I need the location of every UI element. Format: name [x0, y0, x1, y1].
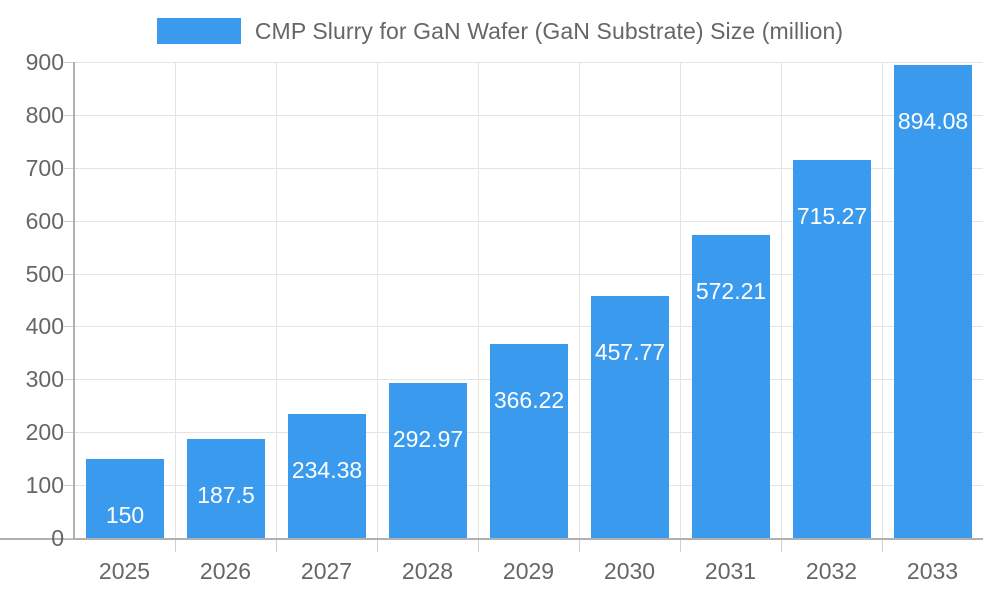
y-axis-line	[73, 62, 75, 539]
y-axis-tick-label: 0	[51, 525, 64, 551]
gridline-horizontal	[74, 62, 983, 63]
y-axis-tick-label: 300	[25, 366, 64, 392]
x-axis-tick-label: 2025	[98, 558, 151, 584]
y-axis-tick-label: 900	[25, 49, 64, 75]
y-axis-tick-label: 600	[25, 208, 64, 234]
x-axis-tick-label: 2029	[502, 558, 555, 584]
x-axis-tick-label: 2030	[603, 558, 656, 584]
y-axis-tick-label: 700	[25, 155, 64, 181]
y-axis-tick-mark	[64, 432, 73, 433]
gridline-vertical	[377, 62, 378, 538]
y-axis-tick-mark	[64, 168, 73, 169]
x-axis-tick-label: 2027	[300, 558, 353, 584]
plot-area: 150 187.5 234.38 292.97 366.22 457.77 572.21 71…	[74, 62, 983, 539]
bar-value-label: 457.77	[594, 339, 666, 365]
bar[interactable]	[490, 344, 568, 538]
y-axis-tick-label: 100	[25, 472, 64, 498]
bar[interactable]	[894, 65, 972, 538]
bar[interactable]	[591, 296, 669, 538]
x-axis-tick-label: 2033	[906, 558, 959, 584]
y-axis-tick-label: 200	[25, 419, 64, 445]
x-axis-tick-mark	[276, 540, 277, 552]
y-axis-tick-mark	[64, 62, 73, 63]
bar[interactable]	[793, 160, 871, 538]
y-axis-tick-label: 800	[25, 102, 64, 128]
bar[interactable]	[187, 439, 265, 538]
y-axis-tick-label: 500	[25, 261, 64, 287]
bar-value-label: 292.97	[392, 426, 464, 452]
chart-legend[interactable]: CMP Slurry for GaN Wafer (GaN Substrate)…	[0, 14, 1000, 48]
x-axis-line	[0, 538, 983, 540]
x-axis-tick-mark	[781, 540, 782, 552]
gridline-vertical	[680, 62, 681, 538]
y-axis-tick-mark	[64, 538, 73, 539]
gridline-horizontal	[74, 221, 983, 222]
legend-color-swatch[interactable]	[156, 18, 241, 44]
legend-label: CMP Slurry for GaN Wafer (GaN Substrate)…	[254, 17, 844, 44]
x-axis-tick-label: 2031	[704, 558, 757, 584]
bar-value-label: 894.08	[897, 108, 969, 134]
x-axis-tick-label: 2026	[199, 558, 252, 584]
bar-value-label: 234.38	[291, 457, 363, 483]
gridline-horizontal	[74, 115, 983, 116]
gridline-vertical	[276, 62, 277, 538]
x-axis-tick-label: 2032	[805, 558, 858, 584]
y-axis-tick-mark	[64, 274, 73, 275]
gridline-horizontal	[74, 168, 983, 169]
gridline-vertical	[579, 62, 580, 538]
x-axis-tick-mark	[175, 540, 176, 552]
bar-value-label: 366.22	[493, 387, 565, 413]
x-axis-tick-mark	[377, 540, 378, 552]
y-axis-tick-mark	[64, 485, 73, 486]
x-axis-tick-mark	[579, 540, 580, 552]
y-axis-tick-mark	[64, 379, 73, 380]
x-axis-tick-label: 2028	[401, 558, 454, 584]
gridline-vertical	[781, 62, 782, 538]
gridline-vertical	[882, 62, 883, 538]
y-axis-tick-label: 400	[25, 313, 64, 339]
x-axis-tick-mark	[882, 540, 883, 552]
bar[interactable]	[692, 235, 770, 538]
bar-value-label: 150	[105, 502, 145, 528]
y-axis-tick-mark	[64, 326, 73, 327]
bar[interactable]	[288, 414, 366, 538]
gridline-vertical	[478, 62, 479, 538]
gridline-horizontal	[74, 274, 983, 275]
bar-value-label: 715.27	[796, 203, 868, 229]
bar[interactable]	[389, 383, 467, 538]
y-axis-tick-mark	[64, 115, 73, 116]
gridline-vertical	[175, 62, 176, 538]
gridline-horizontal	[74, 326, 983, 327]
bar-value-label: 572.21	[695, 278, 767, 304]
bar-value-label: 187.5	[197, 482, 255, 508]
y-axis-tick-mark	[64, 221, 73, 222]
x-axis-tick-mark	[680, 540, 681, 552]
bar[interactable]	[86, 459, 164, 538]
x-axis-tick-mark	[478, 540, 479, 552]
y-axis-ticks: 0 100 200 300 400 500 600 700 800 900	[0, 0, 73, 600]
